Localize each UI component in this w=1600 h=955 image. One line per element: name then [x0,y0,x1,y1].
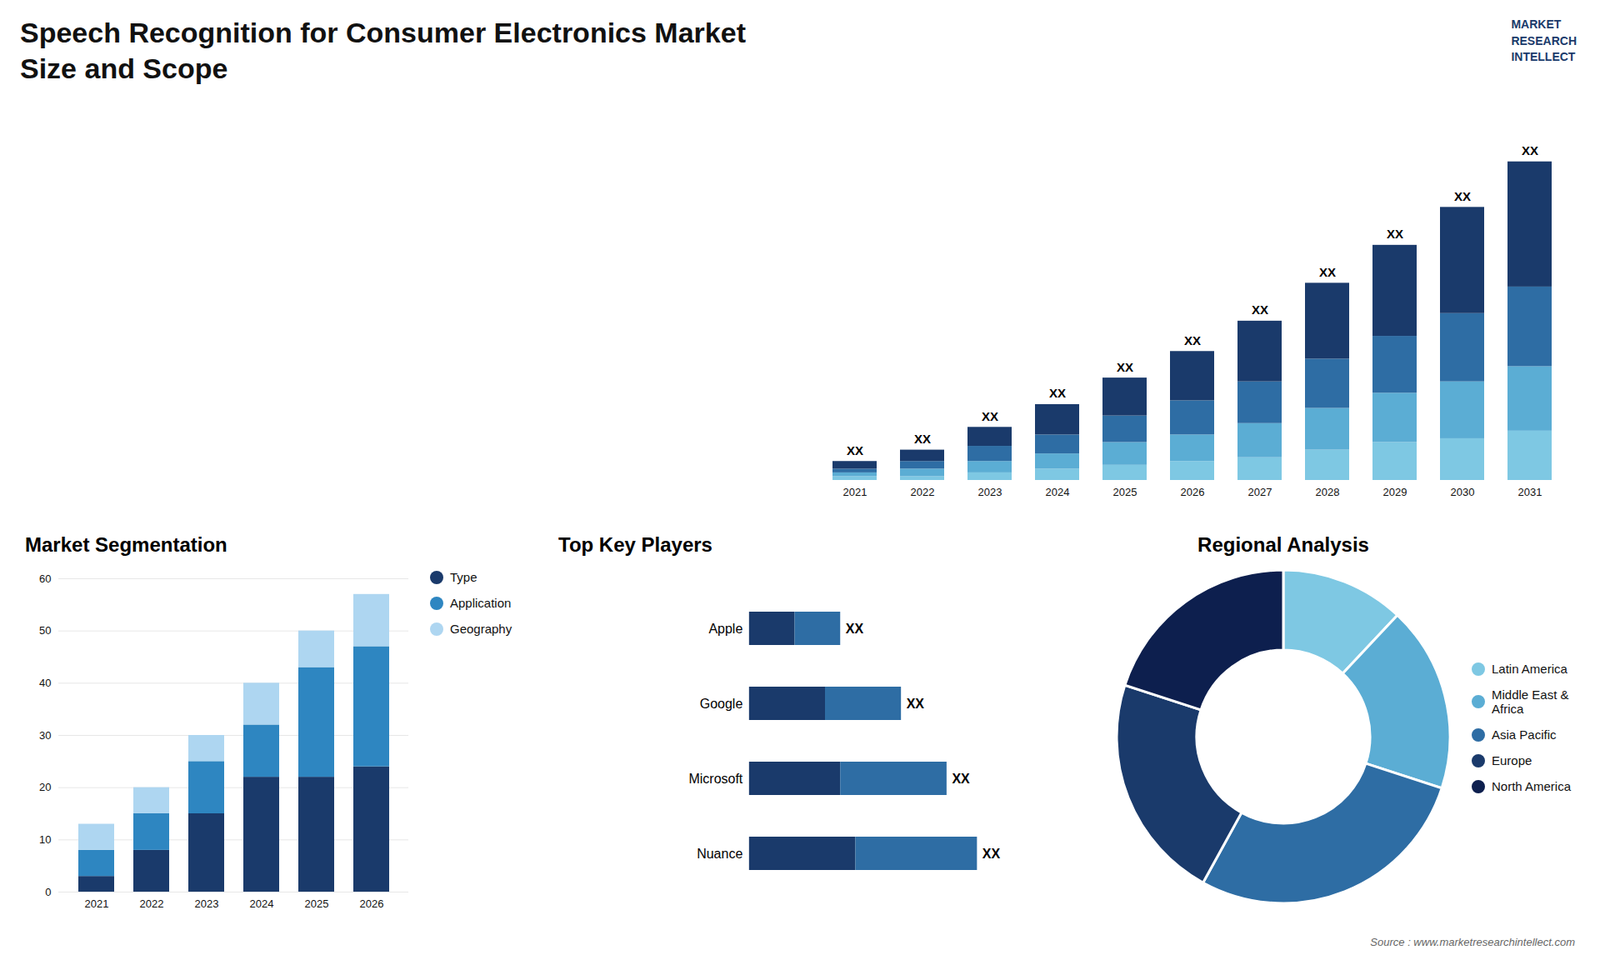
html-text:Africa: Africa [1491,701,1524,716]
svg-text:2027: 2027 [1248,485,1273,499]
svg-text:40: 40 [39,676,51,690]
html-text:Application: Application [450,595,512,610]
svg-text:2029: 2029 [1383,485,1408,499]
html-text:North America: North America [1491,779,1571,794]
svg-text:2024: 2024 [1045,485,1070,499]
svg-text:2026: 2026 [1180,485,1205,499]
svg-text:Microsoft: Microsoft [688,771,743,786]
svg-text:2030: 2030 [1450,485,1475,499]
svg-text:XX: XX [1454,189,1471,204]
svg-text:60: 60 [39,572,51,585]
html-text:Market Segmentation: Market Segmentation [25,533,228,556]
html-text:Latin America: Latin America [1491,661,1568,676]
html-text:Geography: Geography [450,621,512,636]
svg-text:30: 30 [39,729,51,742]
html-text:Top Key Players: Top Key Players [558,533,713,556]
svg-text:Apple: Apple [708,621,743,636]
svg-text:2031: 2031 [1518,485,1543,499]
html-text:Speech Recognition for Consume: Speech Recognition for Consumer Electron… [20,16,746,84]
svg-text:2022: 2022 [910,485,935,499]
svg-text:XX: XX [1251,302,1269,317]
svg-text:XX: XX [846,443,864,458]
svg-text:XX: XX [1116,360,1134,375]
html-text:INTELLECT: INTELLECT [1511,50,1576,64]
svg-text:XX: XX [1386,226,1404,241]
svg-text:XX: XX [1184,333,1201,348]
svg-text:2022: 2022 [140,897,165,910]
svg-text:XX: XX [914,431,931,446]
svg-text:0: 0 [45,885,51,899]
svg-text:XX: XX [1319,265,1336,280]
svg-text:2023: 2023 [978,485,1003,499]
svg-text:2026: 2026 [360,897,385,910]
html-text:Europe: Europe [1491,753,1532,768]
html-text:Regional Analysis: Regional Analysis [1197,533,1370,556]
svg-text:2021: 2021 [85,897,110,910]
html-text:Source : www.marketresearchint: Source : www.marketresearchintellect.com [1370,935,1575,949]
svg-text:2025: 2025 [305,897,330,910]
svg-text:XX: XX [1049,385,1066,400]
svg-text:2021: 2021 [843,485,868,499]
svg-text:XX: XX [951,771,970,786]
html-text:Asia Pacific: Asia Pacific [1491,727,1557,742]
html-text:Middle East &: Middle East & [1491,687,1569,702]
svg-text:10: 10 [39,833,51,846]
svg-text:Google: Google [700,696,744,711]
html-text:MARKET: MARKET [1511,17,1562,31]
svg-text:Nuance: Nuance [696,846,743,861]
svg-text:XX: XX [981,409,999,424]
svg-text:2024: 2024 [250,897,275,910]
svg-text:XX: XX [1521,143,1539,158]
svg-text:XX: XX [982,846,1001,861]
svg-text:50: 50 [39,624,51,637]
html-text:Type: Type [450,570,478,585]
svg-text:XX: XX [906,696,925,711]
html-text:RESEARCH: RESEARCH [1511,33,1577,48]
svg-text:2028: 2028 [1315,485,1340,499]
svg-text:2023: 2023 [195,897,220,910]
svg-text:2025: 2025 [1113,485,1138,499]
svg-text:20: 20 [39,780,51,794]
svg-text:XX: XX [845,621,865,636]
